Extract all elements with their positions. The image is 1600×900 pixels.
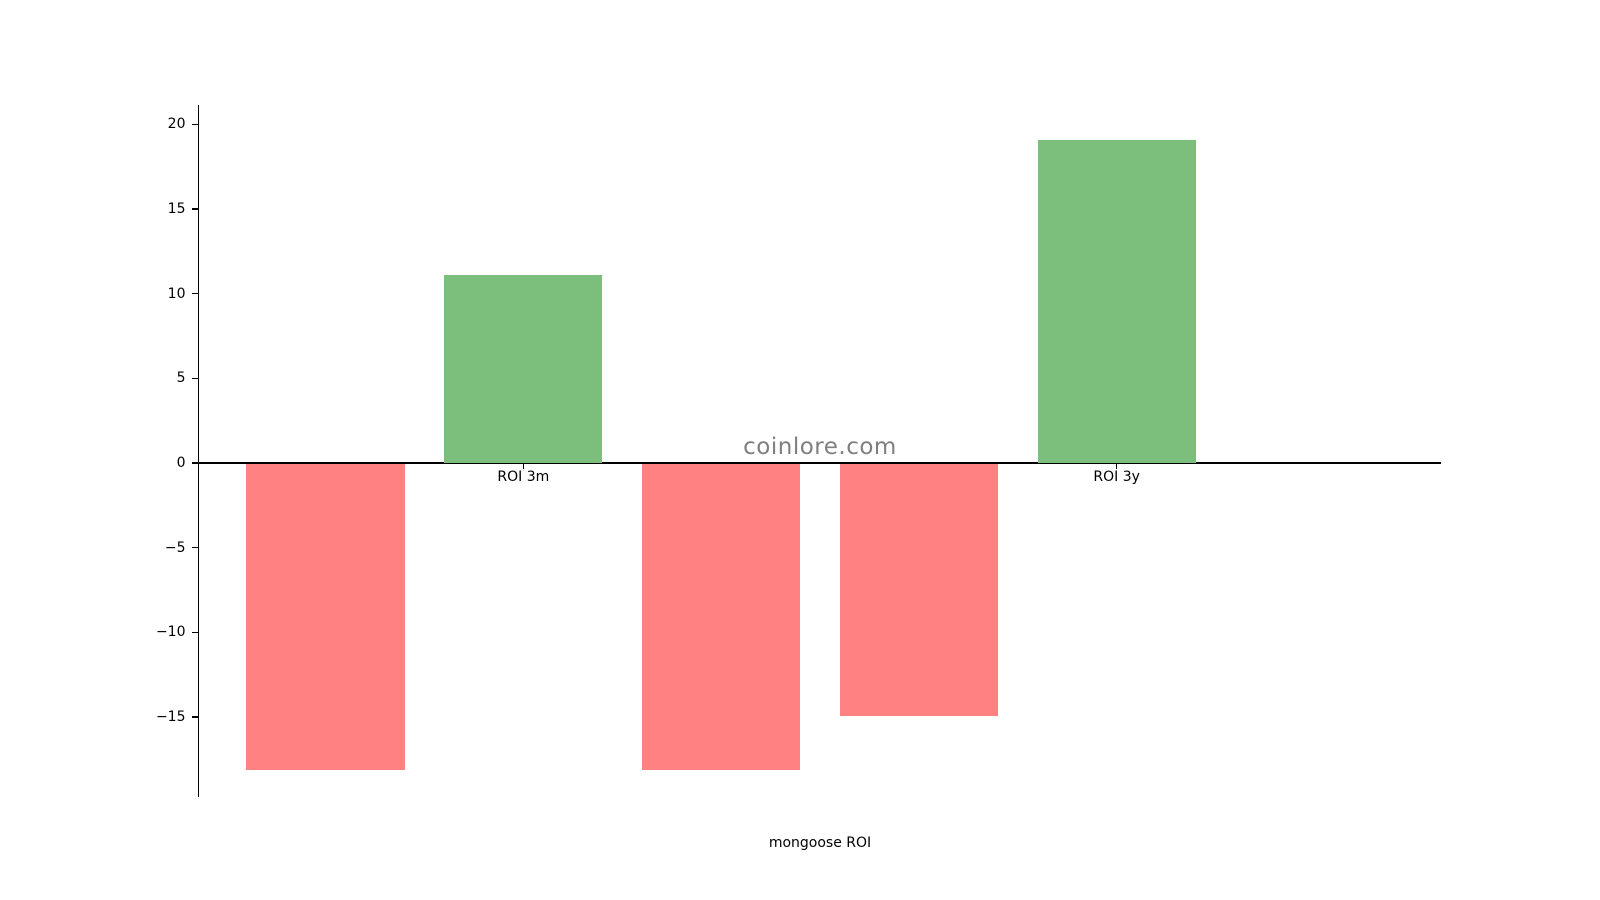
y-tick-mark xyxy=(191,631,198,634)
bar-positive xyxy=(444,275,603,463)
y-tick-label: 0 xyxy=(176,455,186,471)
coinlore-watermark: coinlore.com xyxy=(743,434,897,460)
y-tick-label: 20 xyxy=(167,116,186,133)
y-tick-label: 5 xyxy=(176,370,186,387)
y-tick-mark xyxy=(191,208,198,210)
bar-positive xyxy=(1037,139,1196,463)
bar-negative xyxy=(246,463,405,771)
x-axis-title: mongoose ROI xyxy=(768,835,872,851)
x-tick-mark xyxy=(522,463,525,469)
x-axis-line xyxy=(199,462,1441,464)
bar-negative xyxy=(642,463,801,771)
y-tick-mark xyxy=(191,123,198,126)
y-tick-label: −10 xyxy=(155,624,186,641)
bar-negative xyxy=(839,463,998,716)
x-tick-mark xyxy=(1115,463,1118,469)
y-tick-label: 10 xyxy=(167,285,186,302)
y-tick-label: 15 xyxy=(167,201,186,218)
y-tick-label: −15 xyxy=(155,708,186,725)
y-tick-mark xyxy=(191,462,198,464)
x-tick-label: ROI 3y xyxy=(1093,469,1140,485)
y-tick-mark xyxy=(191,292,198,295)
y-tick-mark xyxy=(191,377,198,380)
y-tick-mark xyxy=(191,546,198,549)
y-axis-spine xyxy=(197,105,199,797)
x-tick-label: ROI 3m xyxy=(497,469,550,485)
y-tick-label: −5 xyxy=(164,539,186,556)
y-tick-mark xyxy=(191,716,198,718)
